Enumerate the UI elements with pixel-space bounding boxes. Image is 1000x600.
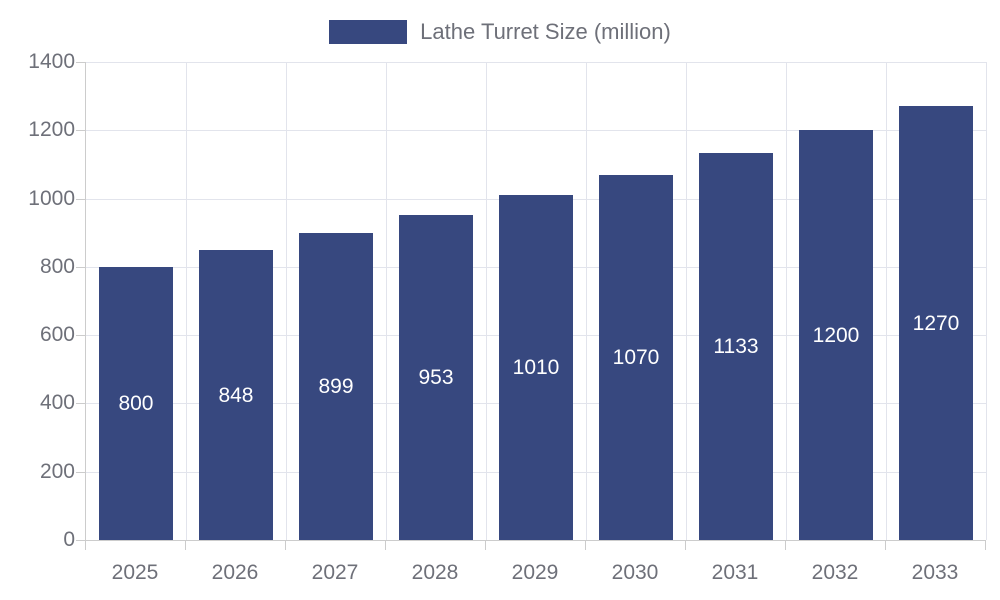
y-axis-tick <box>76 471 85 473</box>
gridline-horizontal <box>86 130 986 132</box>
x-axis-tick <box>185 541 186 550</box>
y-axis-tick-label: 400 <box>39 391 75 415</box>
gridline-vertical <box>286 62 287 540</box>
gridline-vertical <box>786 62 787 540</box>
bar[interactable]: 1010 <box>499 195 573 540</box>
y-axis-tick <box>76 130 85 132</box>
y-axis-tick <box>76 62 85 63</box>
x-axis-tick-label: 2032 <box>811 561 859 584</box>
y-axis-tick <box>76 403 85 405</box>
y-axis-tick-label: 0 <box>63 528 75 551</box>
bar[interactable]: 1070 <box>599 174 673 540</box>
x-axis-tick-label: 2026 <box>211 561 259 584</box>
gridline-vertical <box>385 62 387 540</box>
x-axis-tick-label: 2025 <box>111 561 159 584</box>
bar[interactable]: 953 <box>399 214 473 540</box>
x-axis-tick-label: 2030 <box>611 561 659 584</box>
y-axis-tick-label: 1400 <box>28 50 75 73</box>
x-axis-tick-label: 2031 <box>711 561 759 584</box>
bar[interactable]: 1133 <box>699 153 773 540</box>
bar-value-label: 1133 <box>713 335 759 359</box>
bar[interactable]: 800 <box>98 266 173 540</box>
x-axis-tick <box>685 541 686 550</box>
chart-legend[interactable]: Lathe Turret Size (million) <box>0 16 1000 48</box>
bar[interactable]: 1270 <box>899 106 973 540</box>
gridline-vertical <box>486 62 487 540</box>
gridline-vertical <box>685 62 687 540</box>
bar-value-label: 953 <box>418 365 454 389</box>
gridline-vertical <box>586 62 587 540</box>
x-axis-tick <box>385 541 386 550</box>
x-axis-tick <box>885 541 886 550</box>
y-axis-tick <box>76 540 85 541</box>
bar-value-label: 1070 <box>612 345 660 369</box>
x-axis-tick-label: 2029 <box>511 561 559 584</box>
plot-area: 800 848 899 953 1010 1070 1133 1200 1270 <box>85 62 987 541</box>
x-axis-tick <box>985 541 986 550</box>
x-axis-tick-label: 2028 <box>411 561 459 584</box>
gridline-horizontal <box>86 62 986 63</box>
x-axis-tick <box>485 541 486 550</box>
bar-value-label: 800 <box>118 391 154 415</box>
x-axis-tick <box>785 541 786 550</box>
y-axis-tick-label: 1200 <box>28 118 75 142</box>
y-axis-tick <box>76 335 85 337</box>
bar-value-label: 848 <box>218 383 254 407</box>
x-axis-tick <box>585 541 586 550</box>
bar-value-label: 1270 <box>912 311 960 335</box>
gridline-vertical <box>886 62 887 540</box>
legend-swatch <box>329 20 408 44</box>
y-axis-tick <box>76 266 85 268</box>
y-axis-tick <box>76 198 85 200</box>
x-axis-tick-label: 2027 <box>311 561 359 584</box>
bar[interactable]: 848 <box>198 250 273 540</box>
y-axis-tick-label: 600 <box>39 323 75 347</box>
x-axis-tick <box>285 541 286 550</box>
gridline-vertical <box>986 62 987 540</box>
bar-value-label: 1010 <box>512 356 560 380</box>
x-axis-tick-label: 2033 <box>911 561 959 584</box>
bar-value-label: 899 <box>318 375 354 399</box>
gridline-vertical <box>186 62 187 540</box>
y-axis-tick-label: 800 <box>39 254 75 278</box>
y-axis-tick-label: 200 <box>39 459 75 483</box>
bar-value-label: 1200 <box>812 323 860 347</box>
x-axis-tick <box>85 541 86 550</box>
bar[interactable]: 899 <box>299 233 373 540</box>
bar[interactable]: 1200 <box>799 130 873 540</box>
legend-label: Lathe Turret Size (million) <box>420 19 671 44</box>
y-axis-tick-label: 1000 <box>28 186 75 210</box>
